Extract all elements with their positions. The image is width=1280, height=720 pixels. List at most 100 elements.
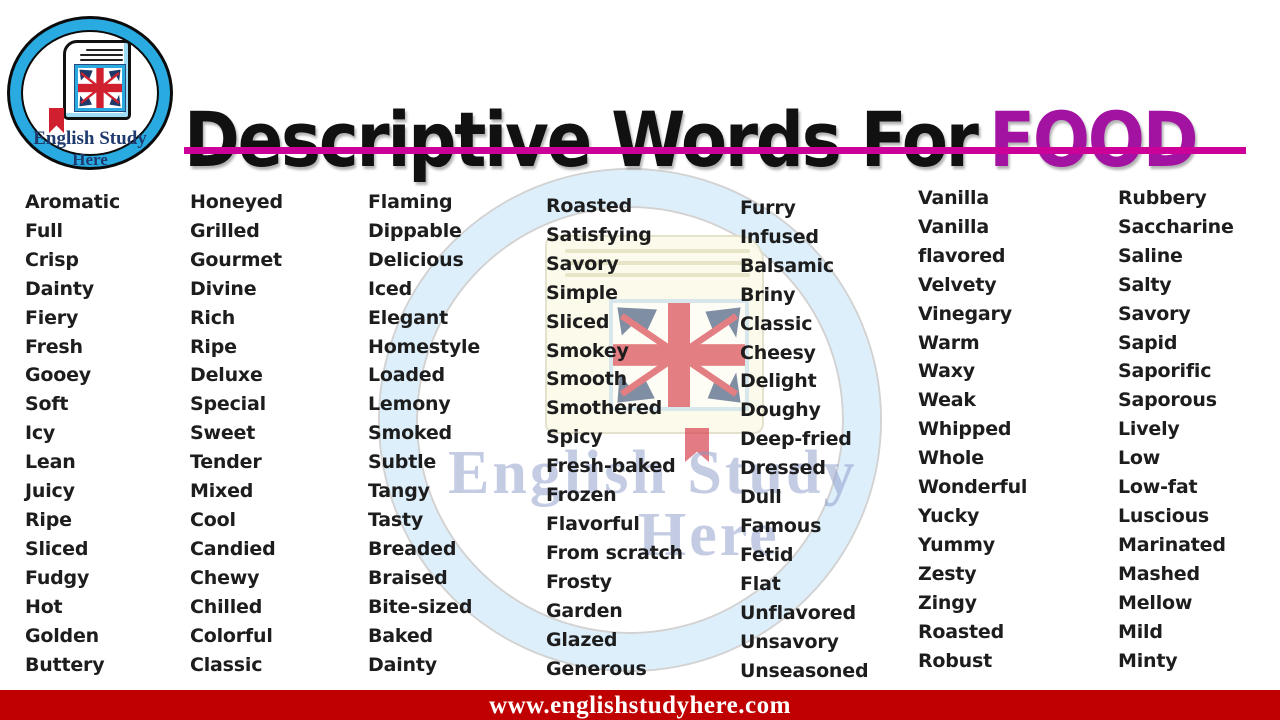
- word-item: Breaded: [368, 537, 457, 560]
- title-underline: [184, 147, 1246, 154]
- word-item: Low: [1118, 447, 1161, 470]
- word-item: Hot: [25, 595, 63, 618]
- word-item: Weak: [918, 389, 976, 412]
- word-item: Chilled: [190, 595, 263, 618]
- word-item: Delicious: [368, 248, 464, 271]
- word-item: Bite-sized: [368, 595, 473, 618]
- word-item: Elegant: [368, 306, 449, 329]
- word-item: Deluxe: [190, 364, 263, 387]
- watermark-ribbon-icon: [685, 428, 709, 462]
- word-item: Saporific: [1118, 360, 1212, 383]
- page-title: Descriptive Words For FOOD: [184, 94, 1199, 184]
- word-item: Saccharine: [1118, 215, 1234, 238]
- word-item: Icy: [25, 422, 56, 445]
- word-item: Tender: [190, 451, 262, 474]
- word-item: Mixed: [190, 480, 254, 503]
- word-item: Aromatic: [25, 191, 121, 213]
- word-item: Special: [190, 393, 266, 416]
- word-item: From scratch: [546, 541, 683, 564]
- word-item: Yucky: [918, 504, 980, 527]
- word-item: Juicy: [25, 480, 75, 503]
- word-item: Infused: [740, 225, 819, 248]
- word-column-7: Rubbery Saccharine Saline Salty Savory Sapid S…: [1118, 184, 1234, 675]
- word-item: Vanilla: [918, 215, 989, 238]
- word-item: Golden: [25, 624, 99, 647]
- word-item: Whole: [918, 447, 984, 470]
- word-item: Cheesy: [740, 341, 816, 364]
- word-item: Doughy: [740, 399, 821, 422]
- page-title-black: Descriptive Words For: [184, 94, 979, 184]
- word-item: Homestyle: [368, 335, 481, 358]
- word-item: Candied: [190, 537, 276, 560]
- word-item: Briny: [740, 283, 796, 306]
- word-item: Braised: [368, 566, 448, 589]
- word-item: Lemony: [368, 393, 451, 416]
- word-item: Smoked: [368, 422, 452, 445]
- word-item: Velvety: [918, 273, 997, 296]
- uk-flag-icon: [74, 64, 126, 112]
- word-item: Warm: [918, 331, 980, 354]
- word-item: Sapid: [1118, 331, 1178, 354]
- word-item: Chewy: [190, 566, 260, 589]
- word-item: Unseasoned: [740, 659, 869, 682]
- word-item: Flaming: [368, 191, 453, 213]
- word-item: Deep-fried: [740, 428, 852, 451]
- word-column-2: Honeyed Grilled Gourmet Divine Rich Ripe Delux…: [190, 188, 283, 679]
- word-item: Grilled: [190, 219, 260, 242]
- word-item: Zingy: [918, 591, 977, 614]
- word-item: Delight: [740, 370, 817, 393]
- logo-text-line2: Here: [72, 150, 108, 169]
- word-column-5: Furry Infused Balsamic Briny Classic Cheesy De…: [740, 194, 869, 685]
- word-item: Dressed: [740, 457, 826, 480]
- word-item: Sweet: [190, 422, 256, 445]
- word-item: Roasted: [546, 195, 632, 217]
- word-item: Dainty: [25, 277, 94, 300]
- word-item: Flavorful: [546, 512, 640, 535]
- word-item: Saporous: [1118, 389, 1217, 412]
- word-item: Full: [25, 219, 63, 242]
- word-item: Dainty: [368, 653, 437, 676]
- word-item: Fiery: [25, 306, 79, 329]
- word-item: Flat: [740, 572, 781, 595]
- word-item: Frosty: [546, 570, 612, 593]
- word-item: Fudgy: [25, 566, 90, 589]
- word-item: Glazed: [546, 628, 618, 651]
- word-item: Baked: [368, 624, 433, 647]
- english-study-here-logo: English Study Here: [7, 16, 173, 170]
- word-item: Unsavory: [740, 630, 839, 653]
- word-item: Ripe: [25, 508, 72, 531]
- word-item: Robust: [918, 649, 993, 672]
- word-item: Generous: [546, 657, 647, 680]
- website-url: www.englishstudyhere.com: [489, 691, 791, 719]
- word-item: Soft: [25, 393, 69, 416]
- page-title-accent: FOOD: [989, 94, 1198, 184]
- bookmark-ribbon-icon: [49, 108, 64, 133]
- word-item: Roasted: [918, 620, 1004, 643]
- word-item: Balsamic: [740, 254, 834, 277]
- word-item: Rubbery: [1118, 187, 1207, 209]
- word-item: Yummy: [918, 533, 995, 556]
- word-item: Smothered: [546, 397, 663, 420]
- word-item: Tasty: [368, 508, 424, 531]
- word-item: Classic: [190, 653, 263, 676]
- word-item: Dippable: [368, 219, 462, 242]
- word-item: Minty: [1118, 649, 1178, 672]
- word-item: Lean: [25, 451, 76, 474]
- word-item: Waxy: [918, 360, 975, 383]
- word-item: Honeyed: [190, 191, 283, 213]
- word-item: Gooey: [25, 364, 91, 387]
- word-item: Mellow: [1118, 591, 1193, 614]
- word-item: Crisp: [25, 248, 79, 271]
- word-item: flavored: [918, 244, 1006, 267]
- word-item: Gourmet: [190, 248, 282, 271]
- word-item: Vanilla: [918, 187, 989, 209]
- word-item: Fresh-baked: [546, 455, 676, 478]
- word-item: Whipped: [918, 418, 1012, 441]
- word-item: Mild: [1118, 620, 1163, 643]
- word-item: Vinegary: [918, 302, 1012, 325]
- word-item: Fresh: [25, 335, 83, 358]
- word-item: Mashed: [1118, 562, 1200, 585]
- word-item: Ripe: [190, 335, 237, 358]
- word-item: Saline: [1118, 244, 1183, 267]
